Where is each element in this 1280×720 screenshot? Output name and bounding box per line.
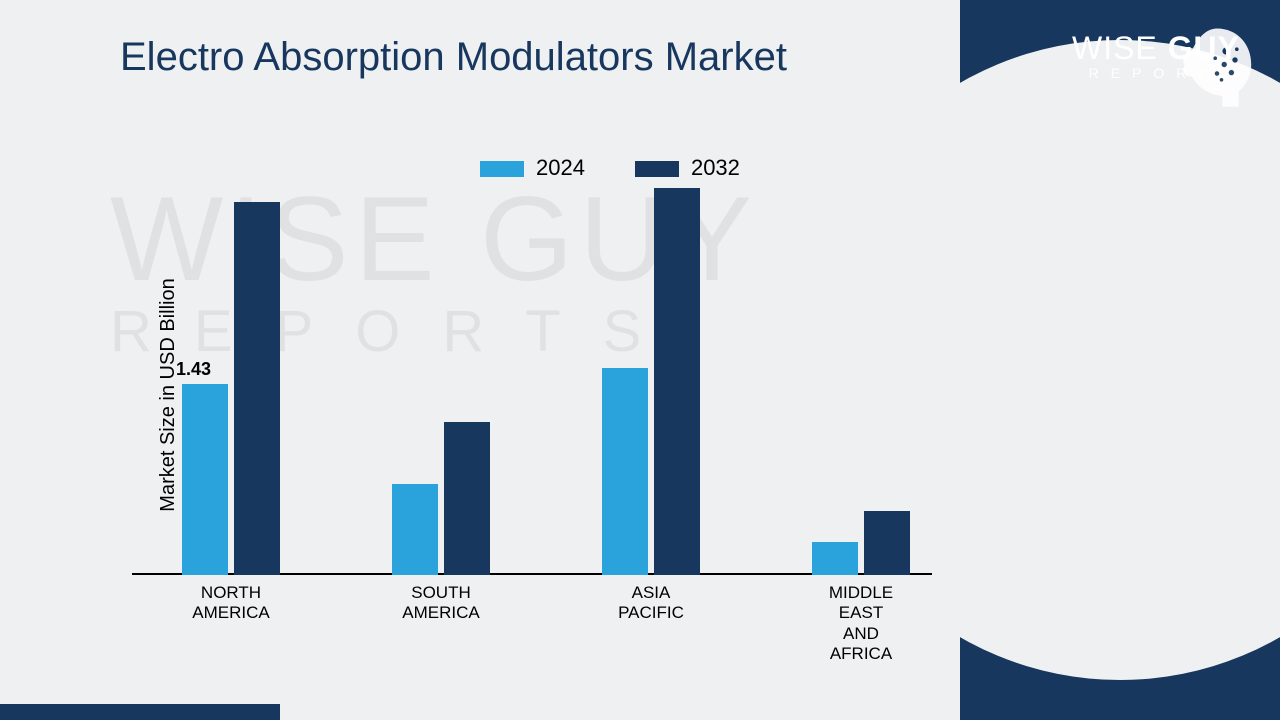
bar-value-label: 1.43 — [176, 359, 211, 380]
chart-title: Electro Absorption Modulators Market — [120, 34, 787, 80]
bar — [812, 542, 858, 575]
x-axis-category-label: NORTHAMERICA — [156, 575, 306, 624]
bar — [654, 188, 700, 575]
right-panel: WISE GUY REPORTS — [960, 0, 1280, 720]
x-axis-category-label: ASIAPACIFIC — [576, 575, 726, 624]
bar — [602, 368, 648, 575]
logo-line2: REPORTS — [1072, 65, 1240, 81]
bar — [444, 422, 490, 575]
bar — [392, 484, 438, 575]
chart-area: Market Size in USD Billion 2024 2032 1.4… — [60, 155, 940, 635]
brand-logo: WISE GUY REPORTS — [1072, 30, 1240, 81]
bar — [182, 384, 228, 575]
bottom-accent-bar — [0, 704, 280, 720]
bar — [864, 511, 910, 575]
x-axis-category-label: MIDDLEEASTANDAFRICA — [786, 575, 936, 665]
plot-region: 1.43NORTHAMERICASOUTHAMERICAASIAPACIFICM… — [132, 175, 932, 575]
x-axis-category-label: SOUTHAMERICA — [366, 575, 516, 624]
bar — [234, 202, 280, 575]
logo-line1: WISE GUY — [1072, 30, 1240, 67]
report-chart-card: WISE GUY REPORTS Electro Absorption Modu… — [0, 0, 1280, 720]
